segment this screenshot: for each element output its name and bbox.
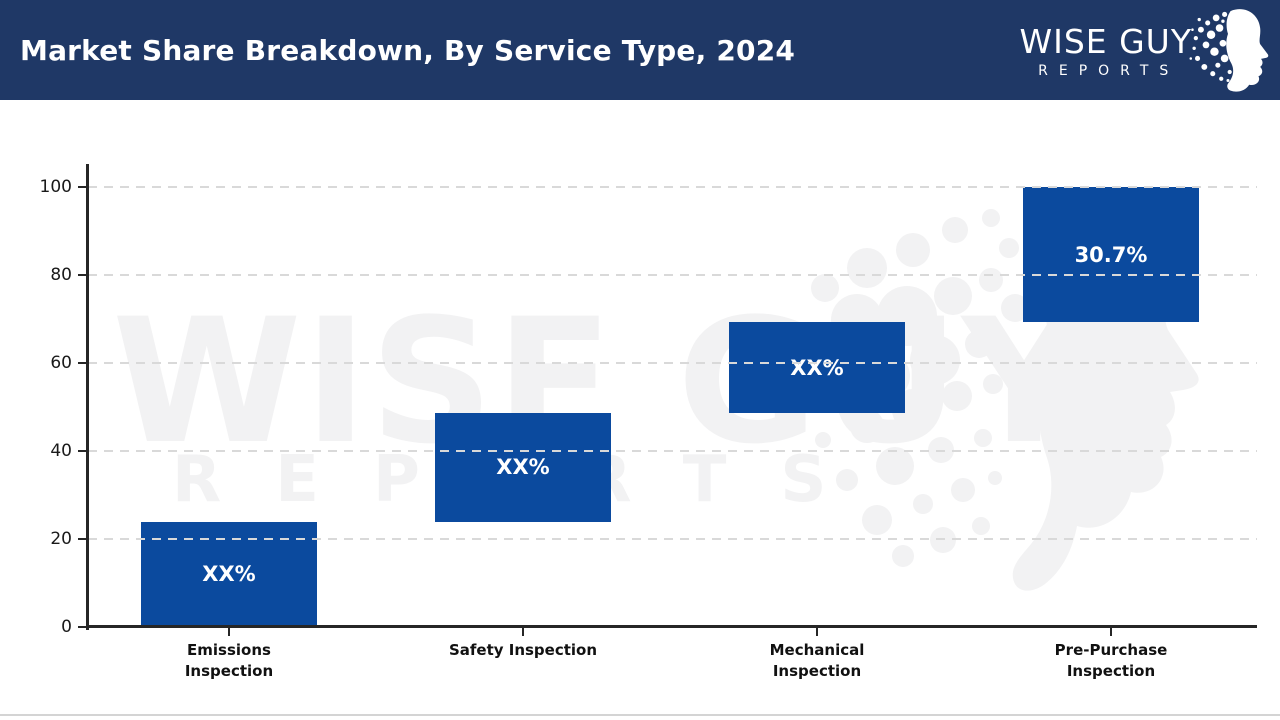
y-axis-tick (78, 186, 86, 188)
x-tick-label: Safety Inspection (448, 641, 598, 659)
chart-area: WISE GUY REPORTS 020406080100XX%XX%XX%30… (0, 100, 1280, 714)
bar: XX% (435, 413, 611, 522)
bar: 30.7% (1023, 187, 1199, 323)
gridline (88, 538, 1257, 540)
logo-face-icon (1189, 9, 1269, 92)
y-tick-label: 0 (61, 617, 72, 637)
x-axis-tick (228, 628, 230, 636)
x-tick-label: Pre-Purchase Inspection (1054, 641, 1168, 680)
y-tick-label: 20 (50, 529, 72, 549)
logo-wordmark: WISE GUY (1019, 21, 1192, 61)
bar-value-label: XX% (496, 455, 550, 480)
gridline (88, 362, 1257, 364)
y-tick-label: 40 (50, 441, 72, 461)
gridline (88, 274, 1257, 276)
page-title: Market Share Breakdown, By Service Type,… (20, 33, 796, 67)
bar-value-label: 30.7% (1074, 242, 1148, 267)
x-axis (86, 625, 1257, 628)
y-axis-tick (78, 626, 86, 628)
y-axis (86, 164, 89, 630)
gridline (88, 186, 1257, 188)
x-axis-tick (522, 628, 524, 636)
y-tick-label: 60 (50, 353, 72, 373)
gridline (88, 450, 1257, 452)
logo-text-block: WISE GUY REPORTS (1019, 22, 1192, 79)
y-axis-tick (78, 450, 86, 452)
x-tick-label: Emissions Inspection (184, 641, 274, 680)
x-tick-label: Mechanical Inspection (769, 641, 865, 680)
y-tick-label: 80 (50, 265, 72, 285)
y-tick-label: 100 (39, 177, 72, 197)
bar-value-label: XX% (790, 355, 844, 380)
logo-tagline: REPORTS (1038, 62, 1180, 79)
header-bar: Market Share Breakdown, By Service Type,… (0, 0, 1280, 100)
x-axis-tick (1110, 628, 1112, 636)
bar: XX% (729, 322, 905, 414)
bar-value-label: XX% (202, 562, 256, 587)
y-axis-tick (78, 538, 86, 540)
y-axis-tick (78, 362, 86, 364)
brand-logo: WISE GUY REPORTS (1019, 6, 1280, 94)
y-axis-tick (78, 274, 86, 276)
bottom-divider (0, 714, 1280, 716)
x-axis-tick (816, 628, 818, 636)
